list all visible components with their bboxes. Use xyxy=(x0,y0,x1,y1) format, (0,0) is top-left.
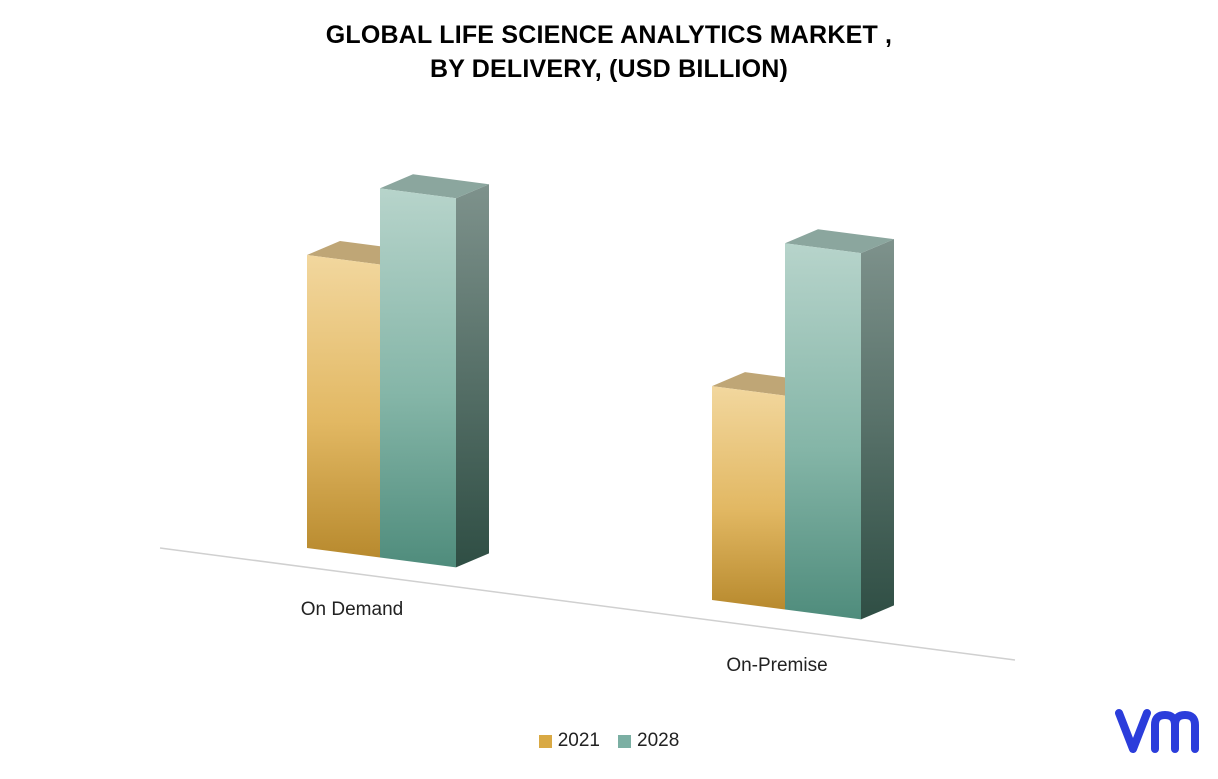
category-label-on-premise: On-Premise xyxy=(726,655,827,676)
bar-on-premise-2028 xyxy=(785,243,861,620)
bar-on-premise-2028-top xyxy=(785,229,894,254)
bar-on-demand-2028-top xyxy=(380,174,489,199)
bar-on-premise-2028-side xyxy=(861,239,894,620)
legend-item-2028: 2028 xyxy=(618,730,679,752)
chart-title-line-2: BY DELIVERY, (USD BILLION) xyxy=(429,55,788,83)
category-labels: On Demand On-Premise xyxy=(301,599,828,676)
chart-title: GLOBAL LIFE SCIENCE ANALYTICS MARKET , B… xyxy=(0,18,1218,86)
bar-on-premise-2021 xyxy=(712,386,785,610)
legend-label-2028: 2028 xyxy=(637,730,680,751)
vm-logo-icon xyxy=(1115,709,1199,753)
bar-on-demand-2028 xyxy=(380,188,456,568)
bars-group xyxy=(307,174,894,620)
legend-label-2021: 2021 xyxy=(557,730,600,751)
bar-on-demand-2028-side xyxy=(456,184,489,568)
legend-swatch-2021 xyxy=(538,734,552,748)
floor-line xyxy=(159,547,1016,661)
legend-swatch-2028 xyxy=(618,734,631,748)
category-label-on-demand: On Demand xyxy=(301,599,403,620)
bar-on-demand-2021 xyxy=(307,255,380,558)
legend-item-2021: 2021 xyxy=(538,730,600,752)
chart-title-line-1: GLOBAL LIFE SCIENCE ANALYTICS MARKET , xyxy=(325,21,893,49)
legend: 2021 2028 xyxy=(0,730,1218,752)
